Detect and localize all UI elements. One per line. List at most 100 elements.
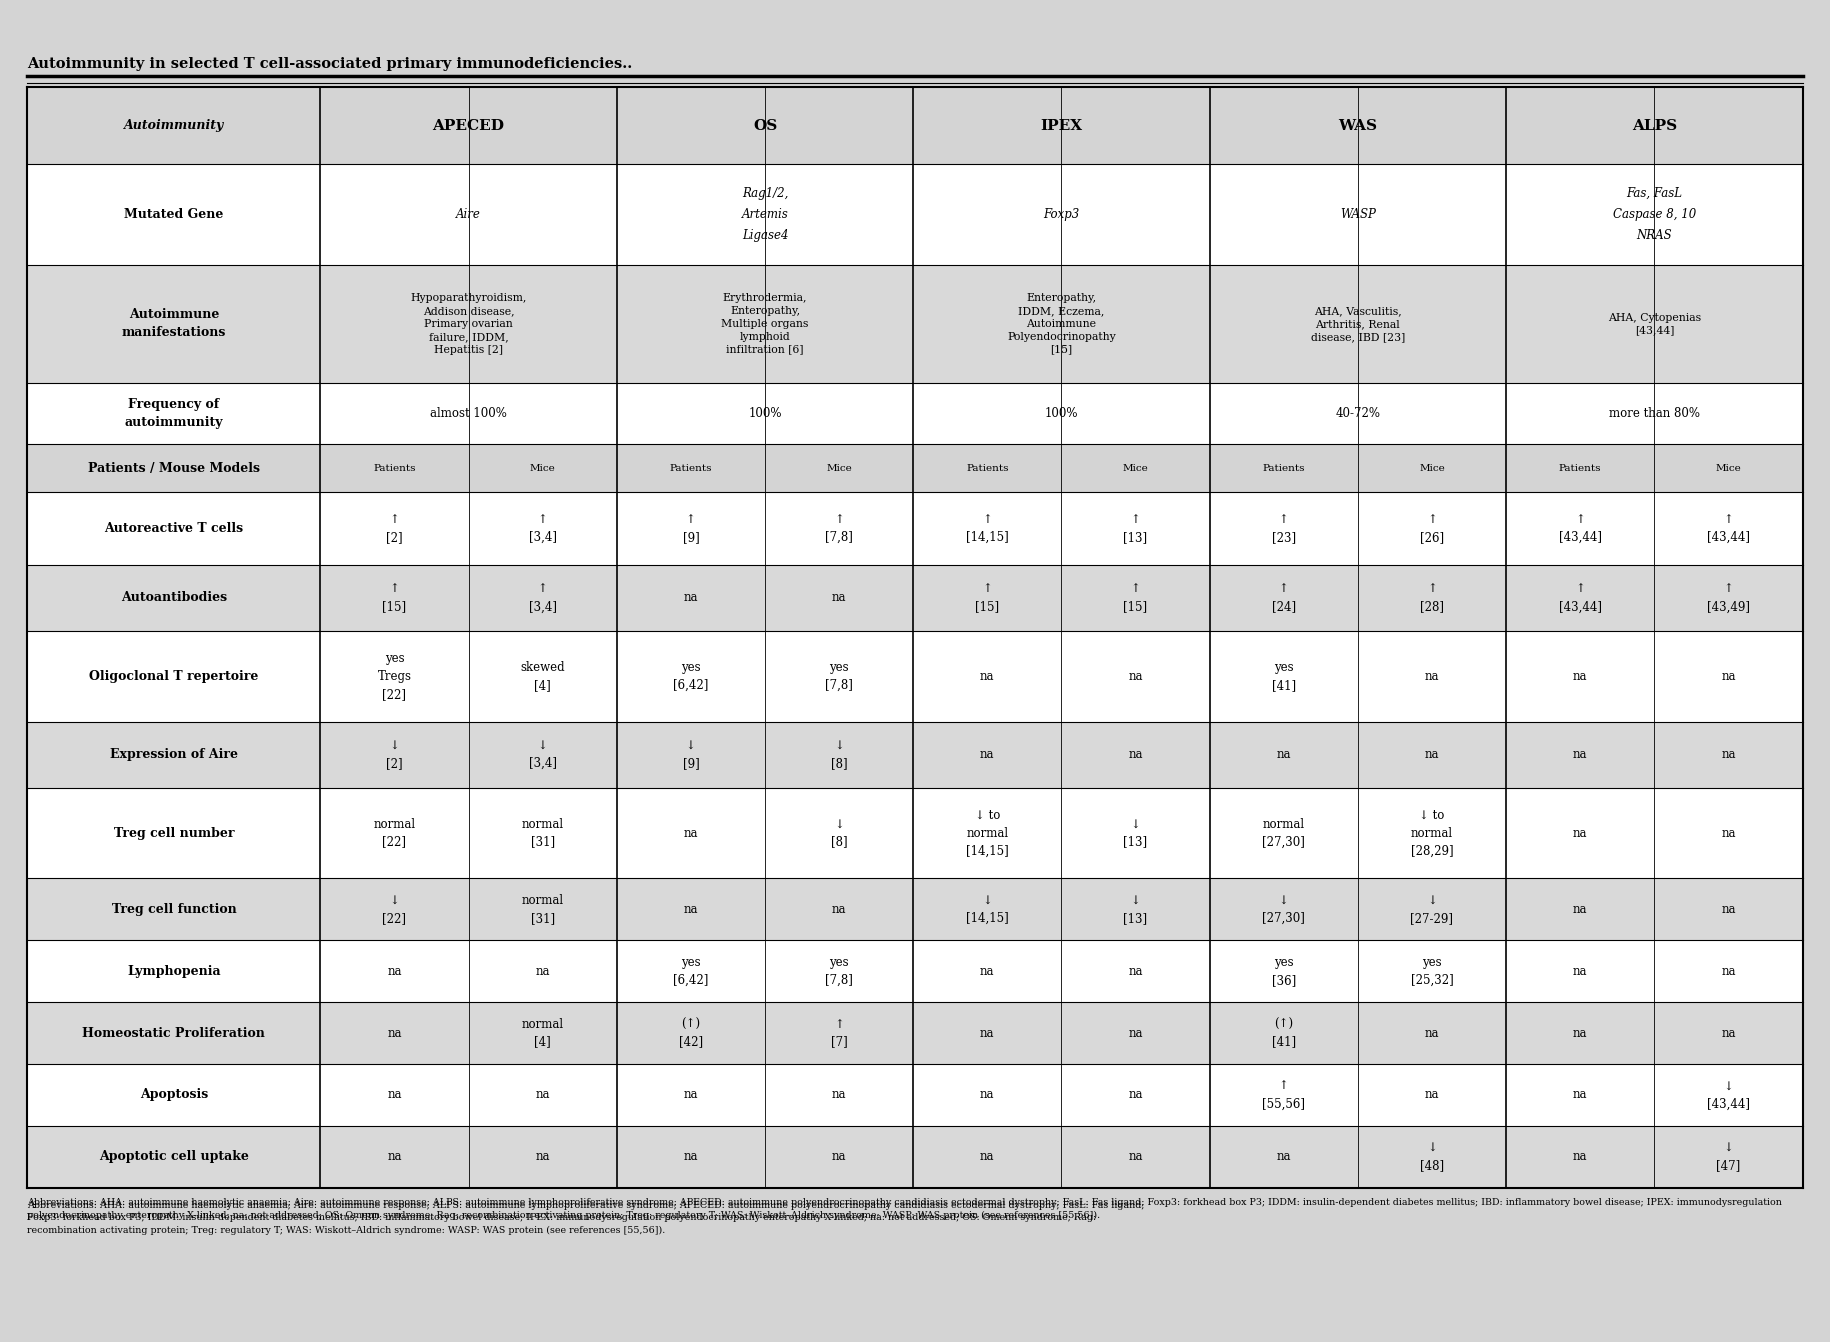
- Text: na: na: [1722, 749, 1735, 761]
- Text: Abbreviations: AHA: autoimmune haemolytic anaemia; Aire: autoimmune response; AL: Abbreviations: AHA: autoimmune haemolyti…: [27, 1198, 1782, 1220]
- Text: ↑
[43,44]: ↑ [43,44]: [1559, 582, 1601, 613]
- Text: Patients: Patients: [670, 464, 712, 472]
- Text: ↑
[15]: ↑ [15]: [1124, 582, 1147, 613]
- Text: yes
[6,42]: yes [6,42]: [673, 660, 708, 692]
- Text: ↓
[27-29]: ↓ [27-29]: [1411, 894, 1453, 925]
- Text: na: na: [536, 965, 551, 978]
- Text: na: na: [1129, 670, 1142, 683]
- Text: na: na: [1722, 965, 1735, 978]
- Text: Mutated Gene: Mutated Gene: [124, 208, 223, 221]
- Text: Homeostatic Proliferation: Homeostatic Proliferation: [82, 1027, 265, 1040]
- Text: Aire: Aire: [456, 208, 481, 221]
- FancyBboxPatch shape: [27, 87, 1803, 164]
- FancyBboxPatch shape: [27, 444, 1803, 493]
- Text: na: na: [1426, 1088, 1438, 1102]
- Text: Patients: Patients: [1263, 464, 1305, 472]
- Text: na: na: [1574, 670, 1587, 683]
- Text: na: na: [1722, 827, 1735, 840]
- Text: na: na: [684, 903, 697, 915]
- FancyBboxPatch shape: [27, 631, 1803, 722]
- Text: AHA, Vasculitis,
Arthritis, Renal
disease, IBD [23]: AHA, Vasculitis, Arthritis, Renal diseas…: [1310, 306, 1405, 342]
- Text: Frequency of
autoimmunity: Frequency of autoimmunity: [124, 399, 223, 429]
- Text: normal
[22]: normal [22]: [373, 817, 415, 848]
- Text: yes
[7,8]: yes [7,8]: [825, 956, 853, 986]
- Text: more than 80%: more than 80%: [1609, 407, 1700, 420]
- Text: ↓
[22]: ↓ [22]: [382, 894, 406, 925]
- Text: normal
[27,30]: normal [27,30]: [1263, 817, 1305, 848]
- FancyBboxPatch shape: [27, 164, 1803, 266]
- FancyBboxPatch shape: [27, 493, 1803, 565]
- Text: Hypoparathyroidism,
Addison disease,
Primary ovarian
failure, IDDM,
Hepatitis [2: Hypoparathyroidism, Addison disease, Pri…: [410, 294, 527, 354]
- Text: ↓
[14,15]: ↓ [14,15]: [966, 894, 1008, 925]
- Text: Mice: Mice: [825, 464, 853, 472]
- Text: ↓
[8]: ↓ [8]: [831, 817, 847, 848]
- Text: Apoptotic cell uptake: Apoptotic cell uptake: [99, 1150, 249, 1164]
- Text: na: na: [388, 965, 403, 978]
- Text: Treg cell number: Treg cell number: [113, 827, 234, 840]
- Text: Patients: Patients: [966, 464, 1008, 472]
- Text: (↑)
[42]: (↑) [42]: [679, 1017, 703, 1048]
- Text: Mice: Mice: [1715, 464, 1742, 472]
- Text: ↑
[7,8]: ↑ [7,8]: [825, 513, 853, 545]
- Text: APECED: APECED: [432, 118, 505, 133]
- Text: na: na: [1574, 1027, 1587, 1040]
- Text: ↑
[9]: ↑ [9]: [683, 513, 699, 545]
- Text: yes
Tregs
[22]: yes Tregs [22]: [377, 652, 412, 701]
- FancyBboxPatch shape: [27, 788, 1803, 879]
- Text: ↑
[28]: ↑ [28]: [1420, 582, 1444, 613]
- Text: Autoimmunity: Autoimmunity: [124, 119, 223, 132]
- Text: na: na: [833, 1088, 845, 1102]
- Text: na: na: [981, 670, 994, 683]
- Text: na: na: [388, 1150, 403, 1164]
- Text: na: na: [1277, 1150, 1290, 1164]
- Text: na: na: [1129, 965, 1142, 978]
- Text: Fas, FasL
Caspase 8, 10
NRAS: Fas, FasL Caspase 8, 10 NRAS: [1612, 187, 1696, 242]
- Text: yes
[7,8]: yes [7,8]: [825, 660, 853, 692]
- FancyBboxPatch shape: [27, 382, 1803, 444]
- Text: ↑
[13]: ↑ [13]: [1124, 513, 1147, 545]
- Text: na: na: [981, 1088, 994, 1102]
- Text: Expression of Aire: Expression of Aire: [110, 749, 238, 761]
- Text: ↑
[26]: ↑ [26]: [1420, 513, 1444, 545]
- Text: Abbreviations: AHA: autoimmune haemolytic anaemia; Aire: autoimmune response; AL: Abbreviations: AHA: autoimmune haemolyti…: [27, 1201, 1146, 1235]
- Text: Patients: Patients: [1559, 464, 1601, 472]
- Text: na: na: [1277, 749, 1290, 761]
- Text: normal
[31]: normal [31]: [522, 894, 564, 925]
- Text: Mice: Mice: [1122, 464, 1149, 472]
- Text: Patients: Patients: [373, 464, 415, 472]
- Text: na: na: [684, 592, 697, 604]
- Text: ↓
[9]: ↓ [9]: [683, 739, 699, 770]
- Text: Apoptosis: Apoptosis: [139, 1088, 209, 1102]
- Text: WAS: WAS: [1338, 118, 1378, 133]
- FancyBboxPatch shape: [27, 1126, 1803, 1188]
- FancyBboxPatch shape: [27, 879, 1803, 941]
- Text: yes
[41]: yes [41]: [1272, 660, 1296, 692]
- Text: na: na: [1129, 1027, 1142, 1040]
- Text: Autoimmune
manifestations: Autoimmune manifestations: [123, 309, 227, 340]
- Text: na: na: [1574, 749, 1587, 761]
- Text: ↑
[3,4]: ↑ [3,4]: [529, 513, 556, 545]
- Text: ↑
[43,44]: ↑ [43,44]: [1707, 513, 1749, 545]
- Text: ↑
[55,56]: ↑ [55,56]: [1263, 1079, 1305, 1110]
- Text: ↓
[8]: ↓ [8]: [831, 739, 847, 770]
- Text: Lymphopenia: Lymphopenia: [126, 965, 221, 978]
- Text: na: na: [536, 1088, 551, 1102]
- Text: na: na: [684, 827, 697, 840]
- Text: na: na: [1574, 827, 1587, 840]
- Text: na: na: [1574, 1150, 1587, 1164]
- Text: na: na: [388, 1088, 403, 1102]
- Text: na: na: [388, 1027, 403, 1040]
- Text: na: na: [981, 965, 994, 978]
- Text: ↓
[47]: ↓ [47]: [1717, 1141, 1740, 1173]
- Text: na: na: [684, 1150, 697, 1164]
- Text: Autoantibodies: Autoantibodies: [121, 592, 227, 604]
- Text: na: na: [981, 1150, 994, 1164]
- FancyBboxPatch shape: [27, 722, 1803, 788]
- Text: Erythrodermia,
Enteropathy,
Multiple organs
lymphoid
infiltration [6]: Erythrodermia, Enteropathy, Multiple org…: [721, 294, 809, 354]
- Text: na: na: [1129, 1088, 1142, 1102]
- Text: na: na: [1574, 903, 1587, 915]
- Text: na: na: [1426, 749, 1438, 761]
- Text: na: na: [1426, 670, 1438, 683]
- Text: yes
[25,32]: yes [25,32]: [1411, 956, 1453, 986]
- Text: ↓
[13]: ↓ [13]: [1124, 894, 1147, 925]
